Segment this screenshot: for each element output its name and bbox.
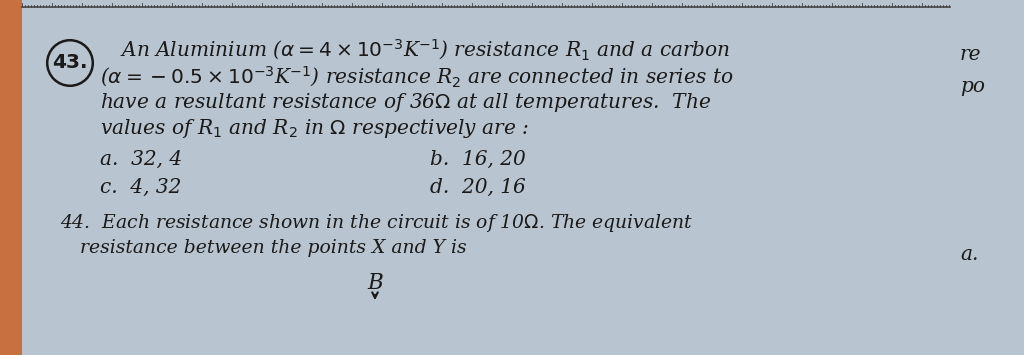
Text: 44.  Each resistance shown in the circuit is of 10$\Omega$. The equivalent: 44. Each resistance shown in the circuit… — [60, 212, 693, 234]
Text: 43.: 43. — [52, 54, 88, 72]
Text: c.  4, 32: c. 4, 32 — [100, 178, 181, 197]
Text: a.  32, 4: a. 32, 4 — [100, 149, 182, 169]
Text: An Aluminium ($\alpha =4\times 10^{-3}$K$^{-1}$) resistance R$_1$ and a carbon: An Aluminium ($\alpha =4\times 10^{-3}$K… — [120, 38, 730, 62]
Bar — [0, 0, 22, 355]
Text: a.: a. — [961, 246, 978, 264]
Text: b.  16, 20: b. 16, 20 — [430, 149, 525, 169]
Text: have a resultant resistance of 36$\Omega$ at all temperatures.  The: have a resultant resistance of 36$\Omega… — [100, 92, 711, 115]
Text: resistance between the points X and Y is: resistance between the points X and Y is — [80, 239, 467, 257]
Text: po: po — [961, 77, 985, 97]
Text: B: B — [368, 272, 383, 294]
Text: ($\alpha =-0.5\times 10^{-3}$K$^{-1}$) resistance R$_2$ are connected in series : ($\alpha =-0.5\times 10^{-3}$K$^{-1}$) r… — [100, 65, 733, 89]
Text: re: re — [961, 45, 981, 65]
Text: values of R$_1$ and R$_2$ in $\Omega$ respectively are :: values of R$_1$ and R$_2$ in $\Omega$ re… — [100, 118, 529, 141]
Text: d.  20, 16: d. 20, 16 — [430, 178, 525, 197]
